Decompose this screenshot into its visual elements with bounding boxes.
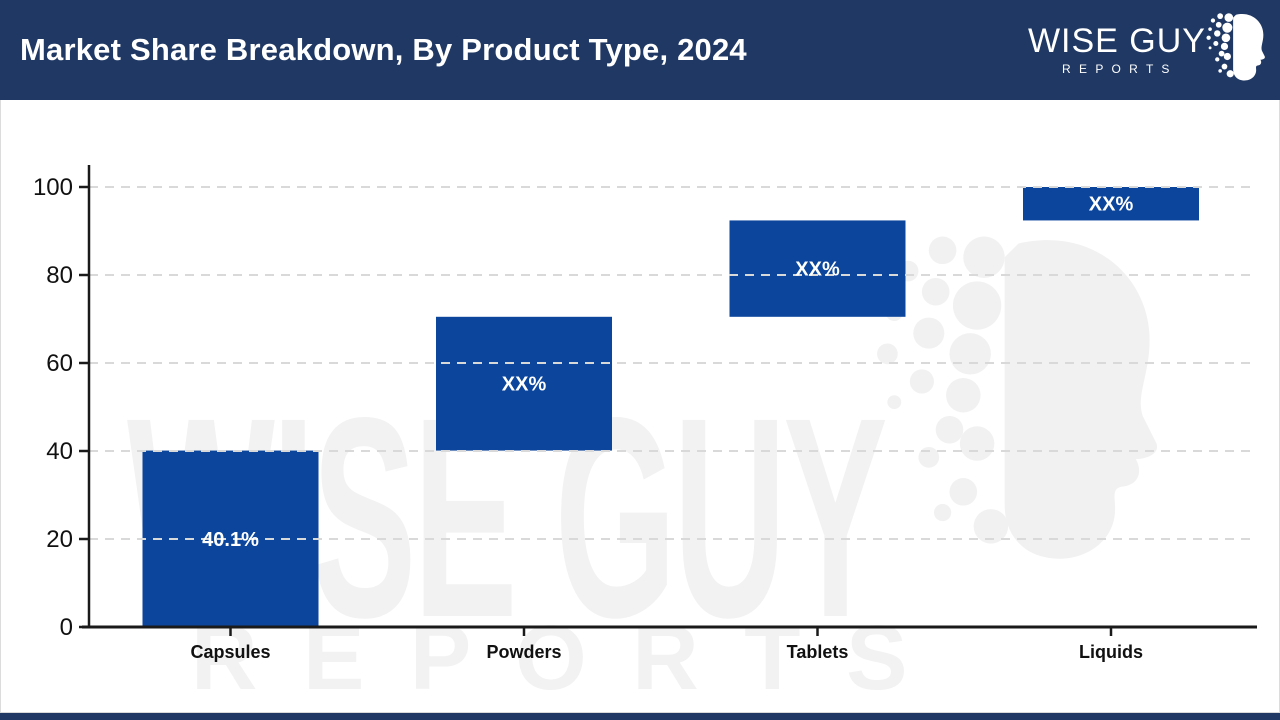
x-label-tablets: Tablets (787, 642, 849, 662)
bar-label-powders: XX% (502, 374, 547, 396)
y-tick-label-60: 60 (46, 350, 73, 377)
bar-liquids (1023, 187, 1199, 221)
bar-powders (436, 316, 612, 451)
logo-subtitle: R E P O R T S (1062, 62, 1172, 76)
bar-label-capsules: 40.1% (202, 529, 259, 551)
footer-bar (0, 712, 1280, 720)
x-label-capsules: Capsules (190, 642, 270, 662)
bar-label-tablets: XX% (795, 259, 840, 281)
y-tick-label-0: 0 (60, 614, 73, 641)
wiseguy-logo: WISE GUY R E P O R T S (1028, 0, 1272, 100)
y-tick-label-20: 20 (46, 526, 73, 553)
bar-tablets (729, 220, 906, 317)
chart-title: Market Share Breakdown, By Product Type,… (20, 32, 747, 67)
y-tick-label-80: 80 (46, 262, 73, 289)
header-bar: Market Share Breakdown, By Product Type,… (0, 0, 1280, 100)
y-tick-label-100: 100 (33, 174, 73, 201)
bar-label-liquids: XX% (1089, 194, 1134, 216)
x-label-powders: Powders (486, 642, 561, 662)
x-label-liquids: Liquids (1079, 642, 1143, 662)
y-tick-label-40: 40 (46, 438, 73, 465)
dotted-head-icon (1200, 8, 1272, 92)
logo-wordmark: WISE GUY (1027, 22, 1206, 60)
logo-text: WISE GUY R E P O R T S (1028, 24, 1206, 76)
